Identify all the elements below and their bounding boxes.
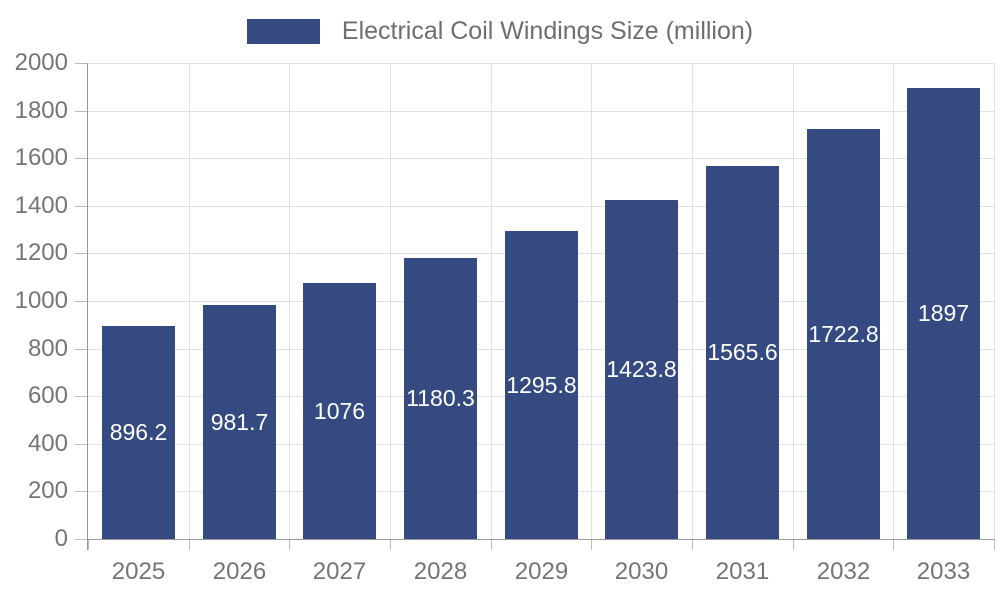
x-axis-tick [994, 539, 995, 550]
y-axis-label: 600 [27, 382, 68, 409]
bar-value-label: 896.2 [109, 419, 168, 445]
x-axis-tick [591, 539, 592, 550]
bar-value-label: 1180.3 [406, 385, 475, 411]
bar-value-label: 1423.8 [606, 356, 677, 382]
gridline-vertical [692, 63, 693, 539]
bar[interactable]: 981.7 [203, 305, 276, 539]
bar-value-label: 1076 [313, 397, 366, 424]
gridline-vertical [994, 63, 995, 550]
bar-value-label: 1897 [917, 300, 970, 326]
y-axis-tick [75, 444, 88, 445]
gridline-horizontal [88, 206, 994, 207]
y-axis-line [87, 63, 88, 550]
y-axis-label: 1000 [14, 287, 68, 314]
gridline-vertical [491, 63, 492, 539]
y-axis-tick [75, 206, 88, 207]
y-axis-label: 1600 [14, 144, 68, 171]
bar-value-label: 1565.6 [707, 339, 778, 365]
bar[interactable]: 1897 [907, 88, 980, 539]
x-axis-line [87, 539, 994, 540]
y-axis-tick [75, 349, 88, 350]
gridline-vertical [189, 63, 190, 539]
x-axis-tick [692, 539, 693, 550]
bar[interactable]: 1423.8 [605, 200, 678, 539]
y-axis-label: 400 [27, 430, 68, 457]
x-axis-tick [491, 539, 492, 550]
bar[interactable]: 896.2 [102, 326, 175, 539]
gridline-vertical [289, 63, 290, 539]
x-axis-label: 2025 [111, 558, 166, 585]
x-axis-tick [189, 539, 190, 550]
x-axis-tick [893, 539, 894, 550]
x-axis-label: 2032 [816, 558, 871, 585]
bar-value-label: 981.7 [210, 408, 269, 435]
y-axis-tick [75, 301, 88, 302]
bar[interactable]: 1076 [303, 283, 376, 539]
legend[interactable]: Electrical Coil Windings Size (million) [0, 17, 1000, 46]
gridline-vertical [893, 63, 894, 539]
gridline-vertical [390, 63, 391, 539]
x-axis-label: 2028 [413, 558, 468, 585]
legend-label: Electrical Coil Windings Size (million) [341, 17, 754, 45]
x-axis-tick [390, 539, 391, 550]
y-axis-tick [75, 396, 88, 397]
x-axis-label: 2031 [715, 558, 770, 585]
bar[interactable]: 1722.8 [807, 129, 880, 539]
y-axis-label: 1400 [14, 192, 68, 219]
bar[interactable]: 1180.3 [404, 258, 477, 539]
bar[interactable]: 1565.6 [706, 166, 779, 539]
gridline-horizontal [88, 158, 994, 159]
x-axis-label: 2030 [614, 558, 669, 585]
y-axis-label: 1800 [14, 97, 68, 124]
y-axis-label: 1200 [14, 239, 68, 266]
bar-value-label: 1295.8 [506, 371, 577, 398]
legend-swatch [246, 19, 320, 44]
bar-value-label: 1722.8 [808, 320, 879, 347]
bar[interactable]: 1295.8 [505, 231, 578, 539]
y-axis-label: 200 [27, 477, 68, 504]
x-axis-label: 2026 [212, 558, 267, 585]
x-axis-tick [793, 539, 794, 550]
x-axis-tick [88, 539, 89, 550]
y-axis-label: 0 [54, 525, 68, 552]
y-axis-tick [75, 63, 88, 64]
y-axis-tick [75, 491, 88, 492]
y-axis-label: 2000 [14, 49, 68, 76]
y-axis-tick [75, 111, 88, 112]
gridline-vertical [591, 63, 592, 539]
gridline-horizontal [88, 111, 994, 112]
gridline-horizontal [88, 63, 994, 64]
x-axis-label: 2029 [514, 558, 569, 585]
x-axis-label: 2033 [916, 558, 971, 585]
gridline-vertical [793, 63, 794, 539]
y-axis-tick [75, 158, 88, 159]
x-axis-label: 2027 [312, 558, 367, 585]
y-axis-tick [75, 539, 88, 540]
x-axis-tick [289, 539, 290, 550]
y-axis-tick [75, 253, 88, 254]
y-axis-label: 800 [27, 335, 68, 362]
